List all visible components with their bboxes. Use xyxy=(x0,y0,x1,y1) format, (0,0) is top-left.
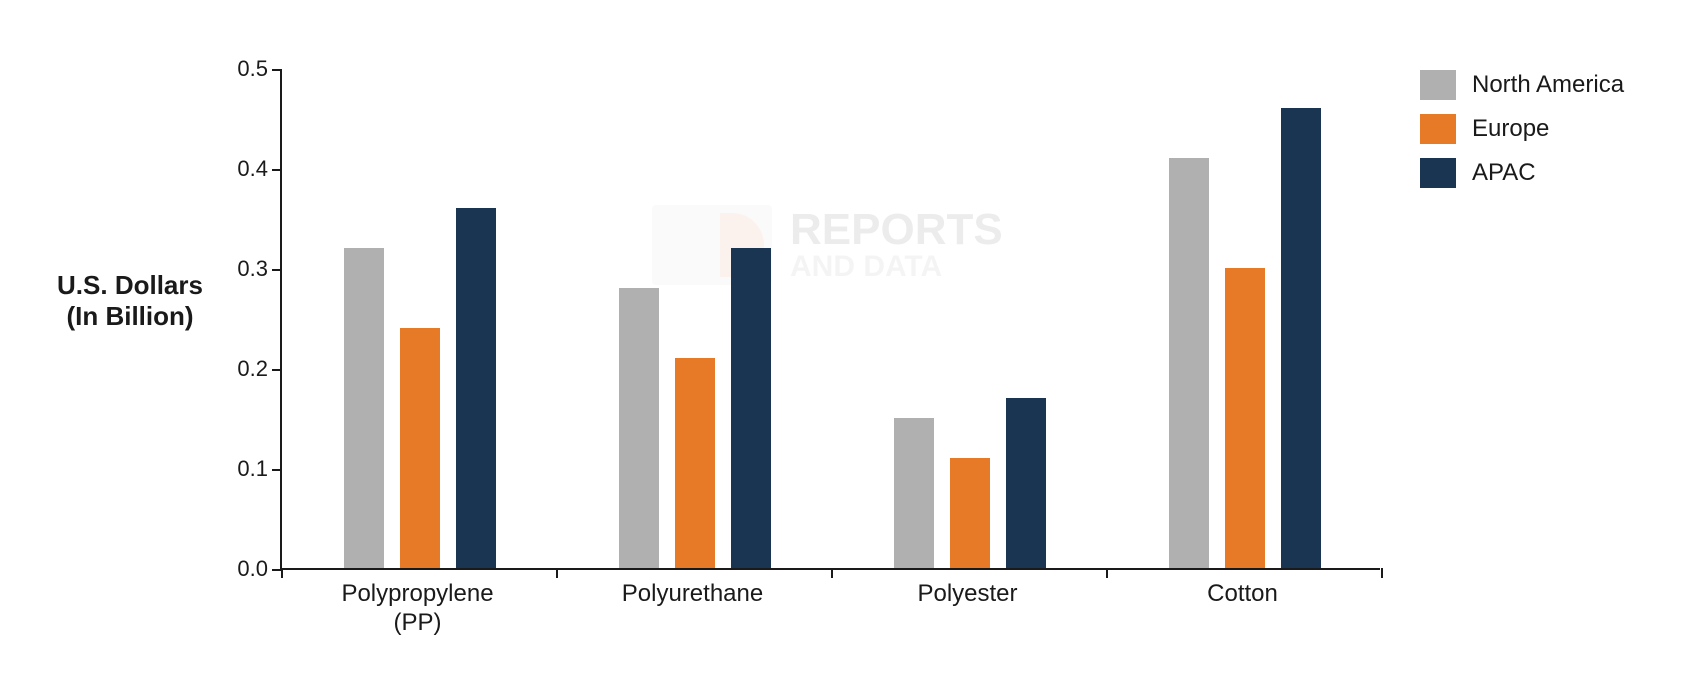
legend-swatch xyxy=(1420,70,1456,100)
x-tick xyxy=(1381,568,1383,578)
y-tick xyxy=(272,169,282,171)
y-tick-label: 0.2 xyxy=(208,356,268,382)
x-category-label: Polyurethane xyxy=(555,580,830,609)
y-tick-label: 0.3 xyxy=(208,256,268,282)
legend-item: APAC xyxy=(1420,158,1670,188)
bar xyxy=(950,458,990,568)
y-tick xyxy=(272,69,282,71)
y-tick xyxy=(272,269,282,271)
bar xyxy=(1281,108,1321,568)
watermark-line2: AND DATA xyxy=(790,252,1003,282)
y-tick-label: 0.5 xyxy=(208,56,268,82)
chart-container: U.S. Dollars (In Billion) REPORTS AND DA… xyxy=(0,0,1700,700)
y-tick-label: 0.1 xyxy=(208,456,268,482)
watermark-text: REPORTS AND DATA xyxy=(790,208,1003,282)
legend-item: Europe xyxy=(1420,114,1670,144)
legend-item: North America xyxy=(1420,70,1670,100)
plot-area: REPORTS AND DATA xyxy=(280,70,1380,570)
x-category-label: Polyester xyxy=(830,580,1105,609)
x-tick xyxy=(281,568,283,578)
legend-swatch xyxy=(1420,158,1456,188)
bar xyxy=(894,418,934,568)
y-axis-title-line2: (In Billion) xyxy=(66,301,193,331)
x-tick xyxy=(831,568,833,578)
x-category-label: Polypropylene(PP) xyxy=(280,580,555,638)
plot-outer: REPORTS AND DATA 0.00.10.20.30.40.5 xyxy=(210,70,1390,570)
y-axis-title-line1: U.S. Dollars xyxy=(57,270,203,300)
y-tick xyxy=(272,469,282,471)
legend-label: Europe xyxy=(1472,115,1549,143)
legend: North America Europe APAC xyxy=(1420,70,1670,202)
legend-label: APAC xyxy=(1472,159,1536,187)
y-tick xyxy=(272,369,282,371)
bar xyxy=(675,358,715,568)
bar xyxy=(1006,398,1046,568)
x-tick xyxy=(1106,568,1108,578)
bar xyxy=(619,288,659,568)
watermark-line1: REPORTS xyxy=(790,208,1003,252)
bar xyxy=(456,208,496,568)
y-tick-label: 0.4 xyxy=(208,156,268,182)
y-axis-title: U.S. Dollars (In Billion) xyxy=(40,270,220,332)
x-category-label: Cotton xyxy=(1105,580,1380,609)
x-tick xyxy=(556,568,558,578)
bar xyxy=(344,248,384,568)
legend-label: North America xyxy=(1472,71,1624,99)
bar xyxy=(1169,158,1209,568)
bar xyxy=(400,328,440,568)
bar xyxy=(1225,268,1265,568)
y-tick-label: 0.0 xyxy=(208,556,268,582)
bar xyxy=(731,248,771,568)
legend-swatch xyxy=(1420,114,1456,144)
